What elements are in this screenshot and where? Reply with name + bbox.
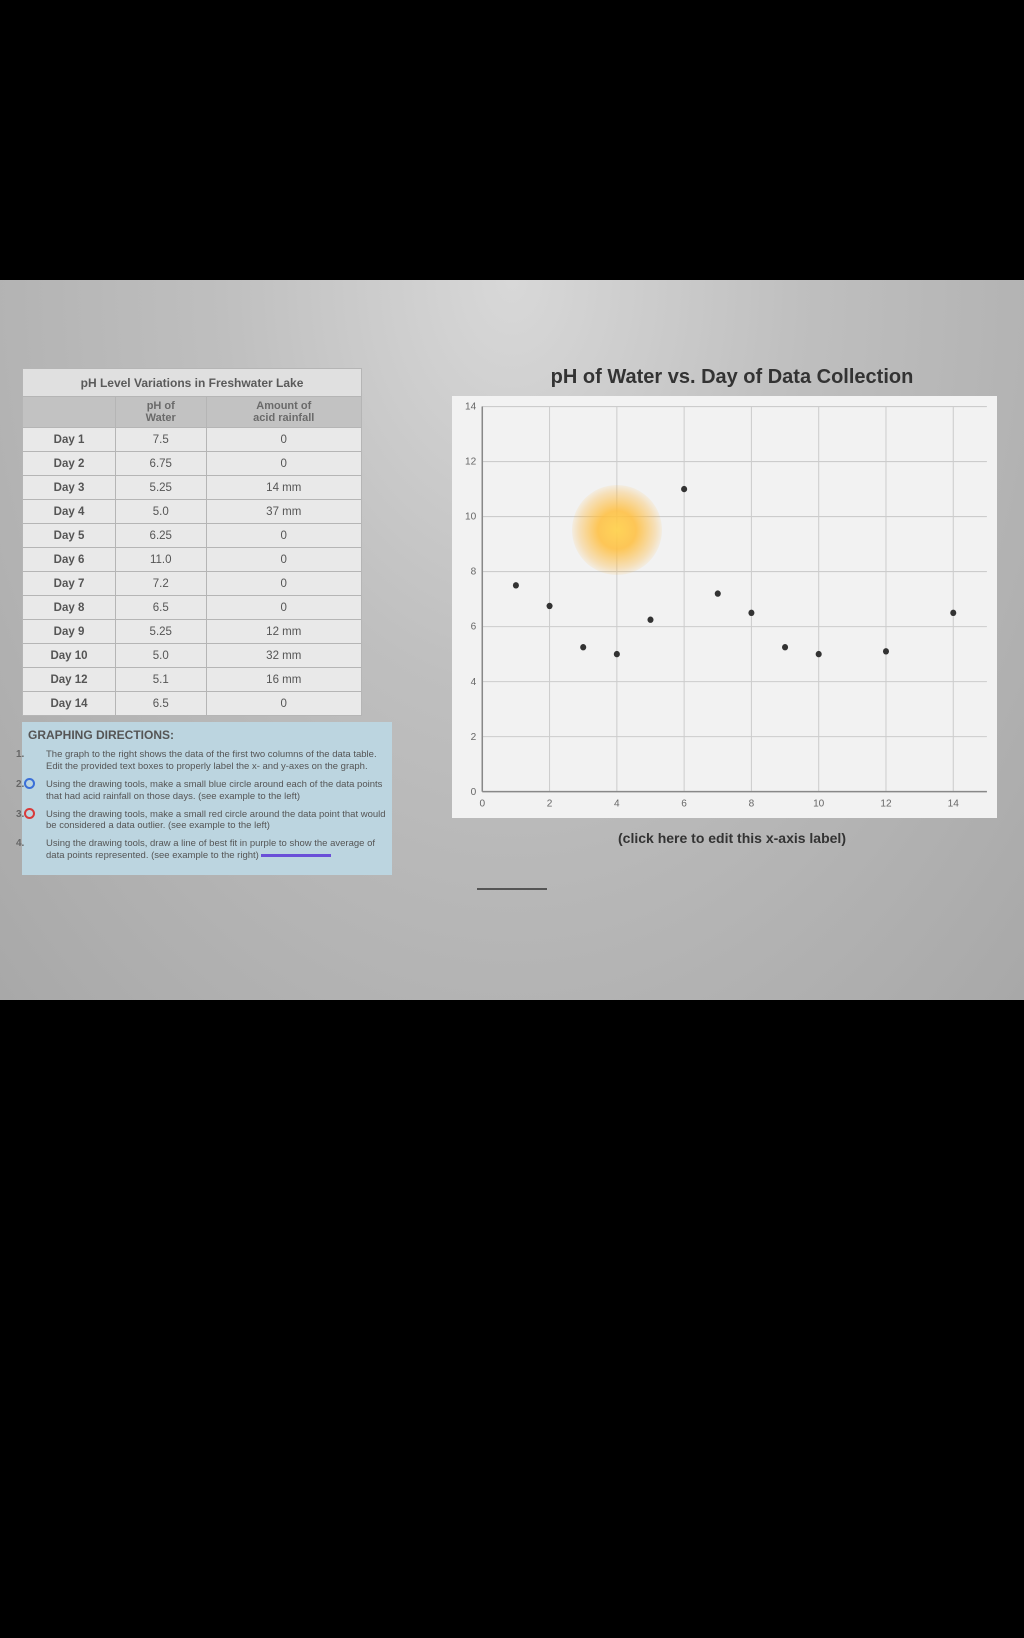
row-ph: 6.5	[116, 692, 207, 716]
row-day: Day 10	[23, 644, 116, 668]
row-day: Day 3	[23, 476, 116, 500]
row-day: Day 2	[23, 452, 116, 476]
row-rain: 37 mm	[206, 500, 362, 524]
worksheet: pH Level Variations in Freshwater Lake p…	[22, 368, 1002, 848]
svg-text:10: 10	[813, 798, 824, 809]
svg-text:6: 6	[681, 798, 687, 809]
table-title: pH Level Variations in Freshwater Lake	[23, 369, 362, 397]
direction-item: 1.The graph to the right shows the data …	[28, 746, 386, 776]
chart-area: pH of Water vs. Day of Data Collection (…	[402, 368, 1002, 848]
svg-text:4: 4	[614, 798, 620, 809]
svg-text:6: 6	[471, 622, 477, 633]
red-circle-icon	[24, 808, 35, 819]
direction-number: 2.	[16, 779, 24, 792]
row-ph: 6.75	[116, 452, 207, 476]
direction-text: Using the drawing tools, make a small re…	[46, 809, 386, 832]
row-day: Day 9	[23, 620, 116, 644]
table-row: Day 35.2514 mm	[23, 476, 362, 500]
table-row: Day 26.750	[23, 452, 362, 476]
svg-text:0: 0	[471, 787, 477, 798]
chart-svg: 0 2 4 6 8 10 12 14 0 2 4 6 8 10 12 14	[452, 396, 997, 818]
row-rain: 0	[206, 548, 362, 572]
row-day: Day 8	[23, 596, 116, 620]
row-rain: 0	[206, 572, 362, 596]
direction-number: 1.	[16, 749, 24, 762]
row-day: Day 5	[23, 524, 116, 548]
direction-text: Using the drawing tools, draw a line of …	[46, 838, 375, 861]
row-rain: 0	[206, 692, 362, 716]
svg-text:2: 2	[547, 798, 553, 809]
row-rain: 0	[206, 596, 362, 620]
table-row: Day 86.50	[23, 596, 362, 620]
row-ph: 5.0	[116, 500, 207, 524]
row-day: Day 1	[23, 428, 116, 452]
svg-text:12: 12	[465, 457, 476, 468]
direction-number: 3.	[16, 809, 24, 822]
row-ph: 7.2	[116, 572, 207, 596]
row-rain: 0	[206, 524, 362, 548]
direction-text: Using the drawing tools, make a small bl…	[46, 779, 382, 802]
table-row: Day 45.037 mm	[23, 500, 362, 524]
table-row: Day 105.032 mm	[23, 644, 362, 668]
table-row: Day 56.250	[23, 524, 362, 548]
direction-text: The graph to the right shows the data of…	[46, 749, 377, 772]
directions-list: 1.The graph to the right shows the data …	[28, 746, 386, 865]
row-ph: 5.25	[116, 476, 207, 500]
table-row: Day 95.2512 mm	[23, 620, 362, 644]
row-day: Day 7	[23, 572, 116, 596]
svg-text:10: 10	[465, 512, 476, 523]
svg-text:8: 8	[749, 798, 755, 809]
row-rain: 0	[206, 452, 362, 476]
svg-text:12: 12	[880, 798, 891, 809]
table-row: Day 611.00	[23, 548, 362, 572]
row-rain: 0	[206, 428, 362, 452]
row-ph: 5.25	[116, 620, 207, 644]
table-row: Day 17.50	[23, 428, 362, 452]
row-rain: 14 mm	[206, 476, 362, 500]
row-ph: 6.25	[116, 524, 207, 548]
direction-item: 4.Using the drawing tools, draw a line o…	[28, 835, 386, 865]
x-axis-label[interactable]: (click here to edit this x-axis label)	[462, 830, 1002, 846]
purple-line-icon	[261, 854, 331, 857]
left-column: pH Level Variations in Freshwater Lake p…	[22, 368, 392, 848]
data-table: pH Level Variations in Freshwater Lake p…	[22, 368, 362, 716]
svg-text:2: 2	[471, 732, 477, 743]
row-ph: 5.1	[116, 668, 207, 692]
direction-number: 4.	[16, 838, 24, 851]
table-row: Day 146.50	[23, 692, 362, 716]
svg-text:8: 8	[471, 567, 477, 578]
worksheet-background: pH Level Variations in Freshwater Lake p…	[0, 280, 1024, 1000]
row-rain: 16 mm	[206, 668, 362, 692]
row-ph: 6.5	[116, 596, 207, 620]
row-ph: 11.0	[116, 548, 207, 572]
chart-title[interactable]: pH of Water vs. Day of Data Collection	[462, 366, 1002, 389]
row-day: Day 14	[23, 692, 116, 716]
underline-mark	[477, 888, 547, 890]
row-rain: 32 mm	[206, 644, 362, 668]
chart-plot[interactable]: 0 2 4 6 8 10 12 14 0 2 4 6 8 10 12 14	[452, 396, 997, 818]
svg-text:0: 0	[479, 798, 485, 809]
screen: pH Level Variations in Freshwater Lake p…	[0, 0, 1024, 1638]
direction-item: 3.Using the drawing tools, make a small …	[28, 806, 386, 836]
svg-text:14: 14	[948, 798, 959, 809]
row-rain: 12 mm	[206, 620, 362, 644]
directions-panel: GRAPHING DIRECTIONS: 1.The graph to the …	[22, 722, 392, 875]
blue-circle-icon	[24, 778, 35, 789]
row-day: Day 6	[23, 548, 116, 572]
table-col-ph: pH of Water	[116, 397, 207, 428]
row-ph: 7.5	[116, 428, 207, 452]
row-ph: 5.0	[116, 644, 207, 668]
svg-text:14: 14	[465, 402, 476, 413]
table-col-blank	[23, 397, 116, 428]
table-col-rain: Amount of acid rainfall	[206, 397, 362, 428]
row-day: Day 4	[23, 500, 116, 524]
table-row: Day 125.116 mm	[23, 668, 362, 692]
svg-text:4: 4	[471, 677, 477, 688]
direction-item: 2.Using the drawing tools, make a small …	[28, 776, 386, 806]
directions-title: GRAPHING DIRECTIONS:	[28, 728, 386, 742]
row-day: Day 12	[23, 668, 116, 692]
table-row: Day 77.20	[23, 572, 362, 596]
